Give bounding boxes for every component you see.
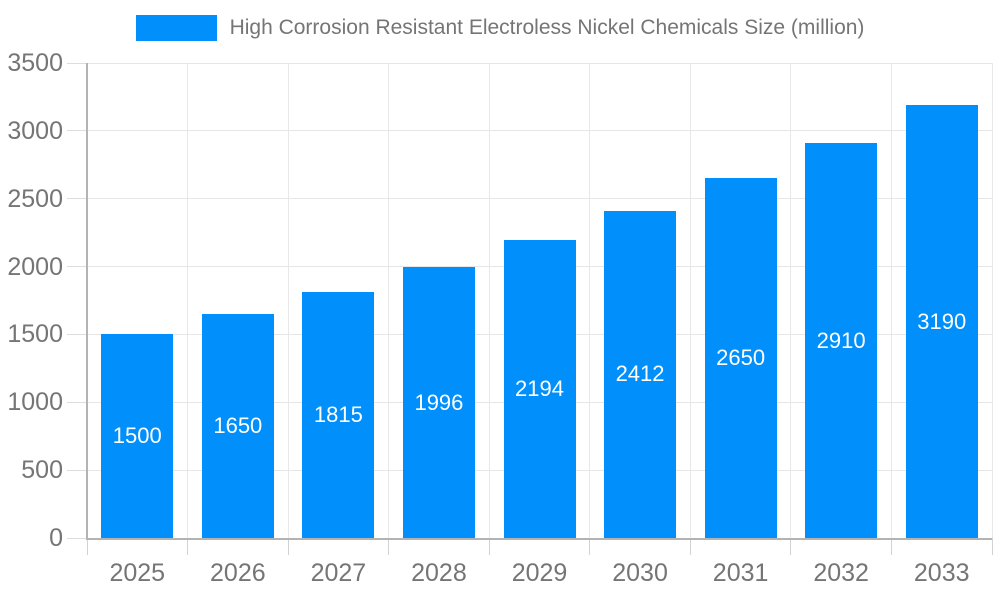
x-axis-line — [87, 538, 992, 540]
bar-value-label: 2650 — [716, 345, 766, 371]
bar-2029[interactable] — [503, 240, 576, 538]
y-gridline — [87, 62, 992, 64]
x-axis-label: 2028 — [411, 559, 467, 587]
bar-2030[interactable] — [604, 210, 677, 538]
y-axis-tick — [67, 62, 87, 64]
bar-2028[interactable] — [402, 267, 475, 538]
y-gridline — [87, 198, 992, 200]
x-gridline — [589, 63, 591, 538]
y-axis-tick — [67, 537, 87, 539]
y-axis-tick — [67, 130, 87, 132]
x-axis-label: 2027 — [310, 559, 367, 587]
x-gridline — [187, 63, 189, 538]
y-axis-label: 500 — [21, 456, 63, 485]
x-axis-tick — [890, 538, 892, 555]
x-axis-label: 2030 — [612, 559, 668, 587]
x-axis-tick — [86, 538, 88, 555]
y-axis-label: 1000 — [7, 388, 63, 417]
x-gridline — [890, 63, 892, 538]
x-gridline — [287, 63, 289, 538]
x-axis-tick — [187, 538, 189, 555]
y-axis-tick — [67, 266, 87, 268]
x-gridline — [790, 63, 792, 538]
x-axis-label: 2032 — [813, 559, 869, 587]
bar-value-label: 3190 — [917, 308, 967, 334]
bar-value-label: 2194 — [515, 376, 564, 402]
bar-value-label: 2910 — [816, 327, 866, 353]
y-axis-label: 2000 — [7, 252, 63, 281]
bar-value-label: 2412 — [615, 361, 665, 387]
legend-swatch — [135, 15, 217, 41]
x-axis-tick — [388, 538, 390, 555]
y-axis-line — [86, 63, 88, 540]
y-axis-label: 3000 — [7, 116, 63, 145]
legend-item[interactable]: High Corrosion Resistant Electroless Nic… — [0, 15, 1000, 41]
y-axis-label: 0 — [49, 524, 63, 552]
x-axis-tick — [488, 538, 490, 555]
x-gridline — [689, 63, 691, 538]
bar-value-label: 1500 — [112, 423, 162, 449]
x-axis-tick — [689, 538, 691, 555]
x-axis-label: 2033 — [913, 559, 970, 587]
y-gridline — [87, 130, 992, 132]
y-axis-label: 1500 — [7, 320, 63, 349]
x-gridline — [388, 63, 390, 538]
x-axis-label: 2029 — [511, 559, 568, 587]
bar-value-label: 1650 — [213, 413, 263, 439]
y-axis-label: 3500 — [7, 49, 63, 77]
y-axis-tick — [67, 469, 87, 471]
y-axis-tick — [67, 333, 87, 335]
x-axis-label: 2025 — [109, 559, 166, 587]
x-axis-tick — [790, 538, 792, 555]
x-axis-label: 2026 — [210, 559, 266, 587]
bar-2031[interactable] — [704, 178, 777, 538]
x-axis-tick — [589, 538, 591, 555]
bar-2026[interactable] — [201, 314, 274, 538]
y-axis-tick — [67, 401, 87, 403]
bar-2033[interactable] — [905, 105, 978, 538]
legend-label: High Corrosion Resistant Electroless Nic… — [229, 16, 865, 39]
x-axis-label: 2031 — [712, 559, 769, 587]
bar-value-label: 1815 — [313, 401, 363, 427]
y-axis-label: 2500 — [7, 184, 63, 213]
bar-2025[interactable] — [101, 334, 174, 538]
bar-2032[interactable] — [805, 143, 878, 538]
bar-value-label: 1996 — [414, 389, 464, 415]
bar-2027[interactable] — [302, 291, 375, 538]
x-gridline — [488, 63, 490, 538]
x-axis-tick — [991, 538, 993, 555]
x-gridline — [991, 63, 993, 538]
x-axis-tick — [287, 538, 289, 555]
y-axis-tick — [67, 198, 87, 200]
